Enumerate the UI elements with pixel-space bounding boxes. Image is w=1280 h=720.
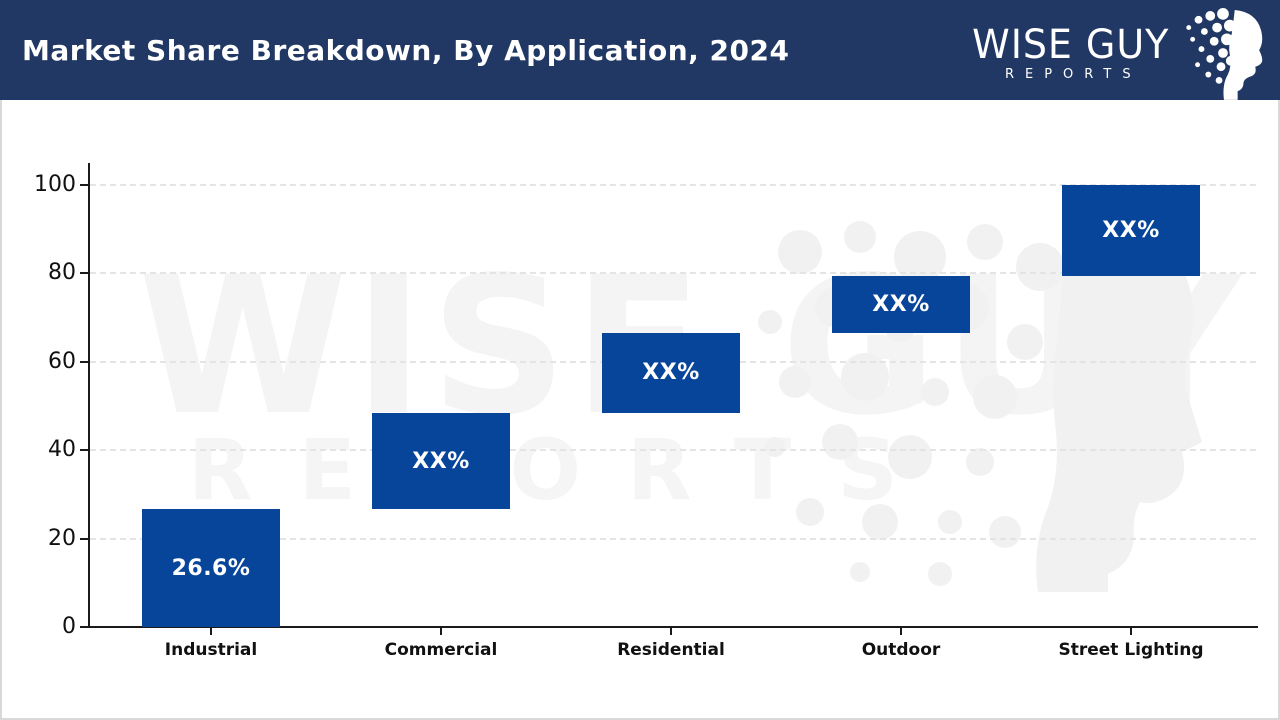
bar-industrial: 26.6%	[142, 509, 280, 627]
x-tick-label-outdoor: Outdoor	[861, 640, 941, 660]
x-tick-mark-industrial	[210, 628, 212, 635]
brand-logo: WISE GUY REPORTS	[967, 6, 1266, 100]
bar-value-label: XX%	[642, 360, 700, 386]
x-tick-mark-street-lighting	[1130, 628, 1132, 635]
page-title: Market Share Breakdown, By Application, …	[22, 33, 790, 67]
bar-commercial: XX%	[372, 412, 510, 510]
gridline-20	[90, 537, 1256, 540]
y-tick-mark-80	[80, 272, 88, 275]
y-tick-label-40: 40	[48, 437, 76, 463]
bar-value-label: XX%	[412, 448, 470, 474]
y-tick-mark-20	[80, 537, 88, 540]
y-tick-label-20: 20	[48, 525, 76, 551]
bar-value-label: XX%	[872, 292, 930, 318]
y-tick-label-100: 100	[34, 172, 76, 197]
bar-street-lighting: XX%	[1062, 185, 1200, 277]
y-axis-spine	[88, 163, 90, 628]
y-tick-mark-60	[80, 360, 88, 363]
y-tick-label-60: 60	[48, 348, 76, 374]
x-tick-label-street-lighting: Street Lighting	[1058, 640, 1204, 660]
gridline-80	[90, 272, 1256, 275]
bar-residential: XX%	[602, 333, 740, 413]
x-tick-mark-commercial	[440, 628, 442, 635]
x-tick-label-industrial: Industrial	[164, 640, 258, 660]
watermark-head-graphic	[758, 221, 1202, 592]
bar-value-label: XX%	[1102, 218, 1160, 244]
x-tick-label-commercial: Commercial	[384, 640, 498, 660]
header-bar: Market Share Breakdown, By Application, …	[0, 0, 1280, 100]
y-tick-label-80: 80	[48, 260, 76, 286]
bar-outdoor: XX%	[832, 276, 970, 334]
y-tick-mark-100	[80, 184, 88, 186]
logo-wordmark-line2: REPORTS	[1004, 67, 1142, 82]
logo-wordmark-line1: WISE GUY	[971, 22, 1169, 68]
y-tick-label-0: 0	[62, 614, 76, 639]
x-axis-spine	[88, 626, 1258, 628]
x-tick-label-residential: Residential	[617, 640, 725, 660]
logo-wordmark: WISE GUY REPORTS	[967, 24, 1174, 82]
gridline-100	[90, 184, 1256, 186]
bar-value-label: 26.6%	[171, 555, 251, 581]
x-tick-mark-outdoor	[900, 628, 902, 635]
y-tick-mark-0	[80, 626, 88, 628]
y-tick-mark-40	[80, 449, 88, 452]
logo-head-icon	[1186, 8, 1263, 100]
gridline-40	[90, 449, 1256, 452]
x-tick-mark-residential	[670, 628, 672, 635]
